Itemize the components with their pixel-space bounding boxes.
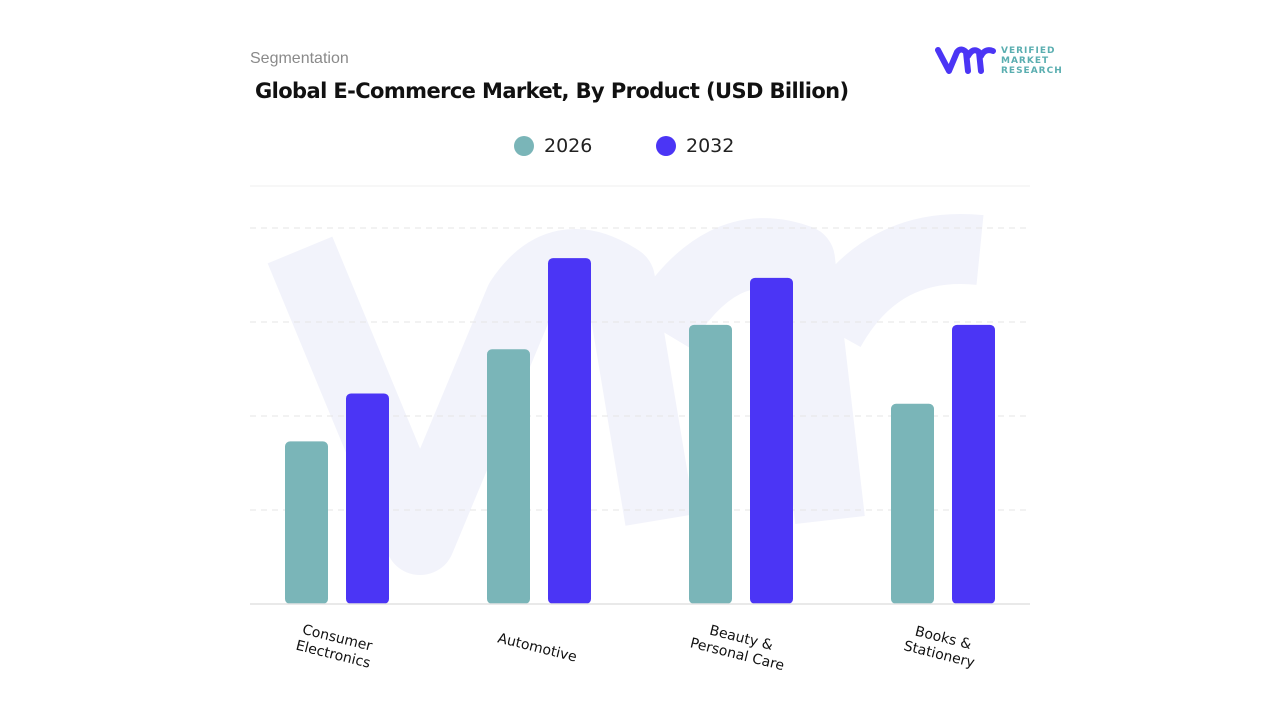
bar-2026[interactable] xyxy=(891,403,934,604)
bar-2032[interactable] xyxy=(346,393,389,604)
legend-label: 2026 xyxy=(544,135,593,157)
bar-2032[interactable] xyxy=(750,277,793,604)
bar-2026[interactable] xyxy=(487,349,530,604)
chart-title: Global E-Commerce Market, By Product (US… xyxy=(255,79,849,103)
bar-2026[interactable] xyxy=(285,441,328,604)
vmr-logo: VERIFIED MARKET RESEARCH xyxy=(935,44,1065,81)
svg-text:MARKET: MARKET xyxy=(1001,56,1049,66)
legend-label: 2032 xyxy=(686,135,735,157)
segment-label: Segmentation xyxy=(250,50,349,67)
svg-text:VERIFIED: VERIFIED xyxy=(1001,46,1056,56)
legend-item-2026[interactable]: 2026 xyxy=(514,135,592,157)
legend-item-2032[interactable]: 2032 xyxy=(656,135,734,157)
svg-text:RESEARCH: RESEARCH xyxy=(1001,66,1063,76)
legend-swatch xyxy=(514,136,534,156)
legend-swatch xyxy=(656,136,676,156)
bar-2032[interactable] xyxy=(548,258,591,604)
watermark xyxy=(267,214,984,575)
bar-2032[interactable] xyxy=(952,324,995,604)
legend: 2026 2032 xyxy=(0,135,1280,161)
bar-2026[interactable] xyxy=(689,324,732,604)
